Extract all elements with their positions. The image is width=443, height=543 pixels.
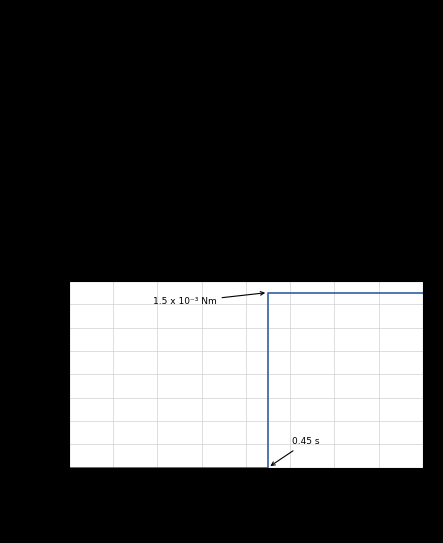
Title: Torque applied at D   Nm: Torque applied at D Nm <box>181 267 311 277</box>
X-axis label: time  s: time s <box>228 489 264 499</box>
Y-axis label: $\tau_d$  Nm: $\tau_d$ Nm <box>28 356 42 393</box>
Text: The position of the origin O of the global inertial frame Oxy (shown on the diag: The position of the origin O of the glob… <box>13 56 443 115</box>
Text: $\times$10$^{-3}$: $\times$10$^{-3}$ <box>23 263 52 275</box>
Text: Figure 2. Time profile of torque load at D.: Figure 2. Time profile of torque load at… <box>112 479 331 489</box>
Text: 1.5 x 10⁻³ Nm: 1.5 x 10⁻³ Nm <box>153 292 264 306</box>
Text: 0.45 s: 0.45 s <box>272 438 320 465</box>
